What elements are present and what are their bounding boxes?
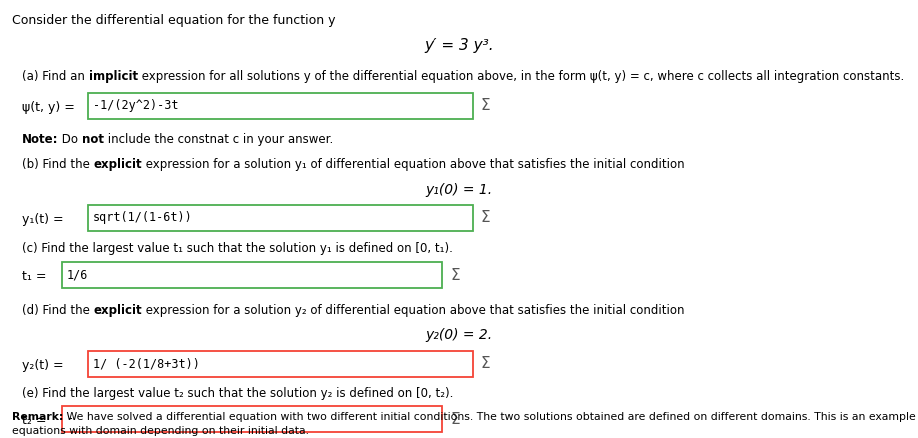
Text: explicit: explicit — [94, 158, 142, 171]
Text: expression for a solution y₁ of differential equation above that satisfies the i: expression for a solution y₁ of differen… — [142, 158, 685, 171]
Text: explicit: explicit — [94, 304, 142, 317]
Text: Σ: Σ — [481, 99, 490, 113]
Text: Consider the differential equation for the function y: Consider the differential equation for t… — [12, 14, 335, 27]
Text: equations with domain depending on their initial data.: equations with domain depending on their… — [12, 426, 309, 436]
Text: Σ: Σ — [481, 211, 490, 226]
Text: Σ: Σ — [481, 357, 490, 371]
Text: (d) Find the: (d) Find the — [22, 304, 94, 317]
Text: Remark:: Remark: — [12, 412, 63, 422]
Text: not: not — [83, 133, 105, 146]
Text: expression for all solutions y of the differential equation above, in the form ψ: expression for all solutions y of the di… — [138, 70, 904, 83]
Text: We have solved a differential equation with two different initial conditions. Th: We have solved a differential equation w… — [63, 412, 918, 422]
Text: Σ: Σ — [450, 268, 460, 283]
Text: y₂(0) = 2.: y₂(0) = 2. — [425, 328, 493, 342]
Text: -1/(2y^2)-3t: -1/(2y^2)-3t — [93, 99, 178, 113]
Text: y₁(0) = 1.: y₁(0) = 1. — [425, 183, 493, 197]
Bar — [62, 262, 442, 288]
Text: y₁(t) =: y₁(t) = — [22, 212, 68, 226]
Text: y′ = 3 y³.: y′ = 3 y³. — [424, 38, 494, 53]
Text: implicit: implicit — [89, 70, 138, 83]
Text: -: - — [67, 413, 74, 425]
Text: t₁ =: t₁ = — [22, 269, 50, 283]
Text: expression for a solution y₂ of differential equation above that satisfies the i: expression for a solution y₂ of differen… — [142, 304, 685, 317]
Text: (e) Find the largest value t₂ such that the solution y₂ is defined on [0, t₂).: (e) Find the largest value t₂ such that … — [22, 387, 453, 400]
Text: Do: Do — [59, 133, 83, 146]
Text: 1/ (-2(1/8+3t)): 1/ (-2(1/8+3t)) — [93, 357, 200, 371]
Text: sqrt(1/(1-6t)): sqrt(1/(1-6t)) — [93, 212, 193, 225]
Bar — [62, 406, 442, 432]
Text: include the constnat c in your answer.: include the constnat c in your answer. — [105, 133, 333, 146]
Text: Σ: Σ — [450, 411, 460, 427]
Text: 1/6: 1/6 — [67, 268, 88, 282]
Text: ψ(t, y) =: ψ(t, y) = — [22, 100, 79, 113]
Text: Note:: Note: — [22, 133, 59, 146]
Text: t₂ =: t₂ = — [22, 413, 50, 427]
Bar — [88, 205, 473, 231]
Text: (b) Find the: (b) Find the — [22, 158, 94, 171]
Text: (a) Find an: (a) Find an — [22, 70, 89, 83]
Bar — [88, 93, 473, 119]
Bar — [88, 351, 473, 377]
Text: y₂(t) =: y₂(t) = — [22, 358, 68, 371]
Text: (c) Find the largest value t₁ such that the solution y₁ is defined on [0, t₁).: (c) Find the largest value t₁ such that … — [22, 242, 453, 255]
